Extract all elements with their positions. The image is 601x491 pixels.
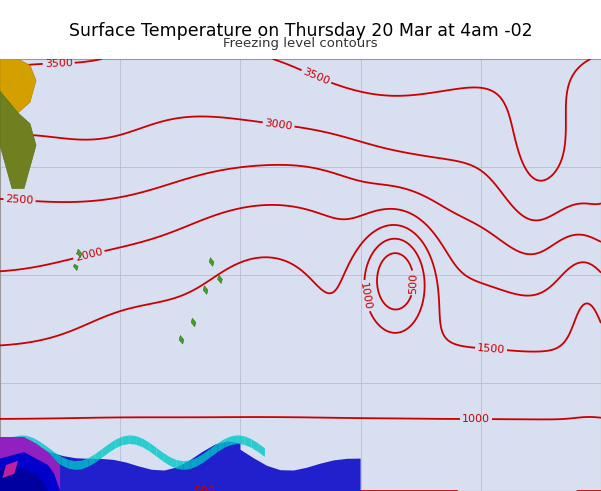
Text: 3000: 3000 bbox=[264, 117, 293, 131]
Polygon shape bbox=[209, 258, 214, 266]
Polygon shape bbox=[203, 286, 208, 295]
Polygon shape bbox=[0, 437, 60, 491]
Text: 3500: 3500 bbox=[302, 67, 331, 87]
Polygon shape bbox=[77, 249, 82, 258]
Polygon shape bbox=[191, 318, 196, 327]
Text: 2500: 2500 bbox=[5, 194, 34, 206]
Text: 500: 500 bbox=[194, 486, 215, 491]
Text: Freezing level contours: Freezing level contours bbox=[223, 37, 378, 50]
Text: 500: 500 bbox=[408, 272, 419, 294]
Text: 2000: 2000 bbox=[74, 246, 104, 263]
Polygon shape bbox=[0, 59, 36, 113]
Polygon shape bbox=[0, 465, 48, 491]
Text: 1500: 1500 bbox=[477, 343, 505, 355]
Text: Surface Temperature on Thursday 20 Mar at 4am -02: Surface Temperature on Thursday 20 Mar a… bbox=[69, 22, 532, 40]
Text: 1000: 1000 bbox=[462, 414, 490, 424]
Text: 3500: 3500 bbox=[44, 58, 73, 69]
Text: 1000: 1000 bbox=[358, 281, 373, 310]
Polygon shape bbox=[0, 91, 36, 189]
Polygon shape bbox=[2, 461, 18, 478]
Polygon shape bbox=[218, 275, 222, 284]
Polygon shape bbox=[73, 264, 78, 271]
Polygon shape bbox=[0, 452, 60, 491]
Polygon shape bbox=[0, 441, 361, 491]
Polygon shape bbox=[179, 335, 184, 344]
